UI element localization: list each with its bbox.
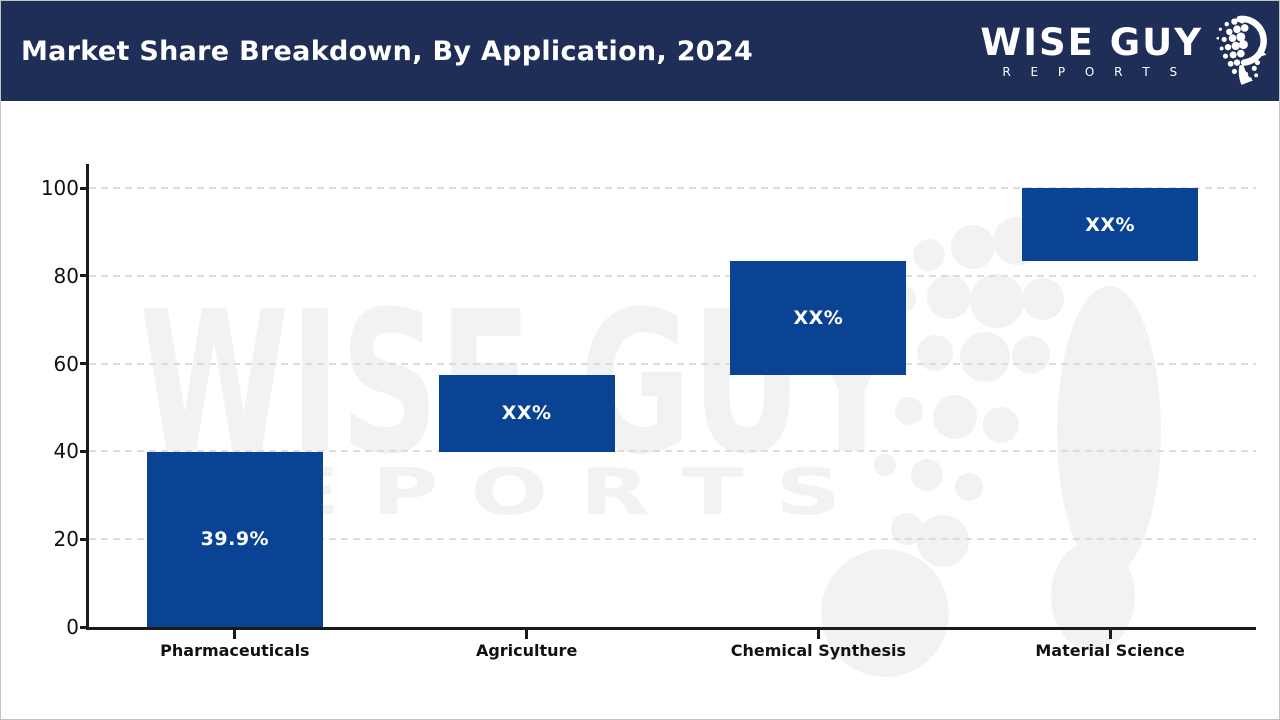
x-axis-label-1: Pharmaceuticals bbox=[160, 641, 310, 660]
y-axis-label-40: 40 bbox=[53, 439, 79, 464]
logo-head-icon bbox=[1216, 15, 1267, 85]
gridline-60 bbox=[89, 362, 1256, 365]
bar-value-label: XX% bbox=[501, 402, 552, 425]
axis-bottom bbox=[86, 627, 1256, 630]
x-axis-label-2: Agriculture bbox=[475, 641, 578, 660]
y-axis-label-0: 0 bbox=[66, 615, 79, 639]
logo-text: WISE GUY R E P O R T S bbox=[980, 21, 1203, 80]
brand-logo: WISE GUY R E P O R T S bbox=[980, 7, 1269, 95]
gridline-80 bbox=[89, 274, 1256, 277]
axis-left-spine bbox=[86, 164, 89, 630]
y-axis-tick-100 bbox=[80, 186, 89, 190]
bar-pharmaceuticals: 39.9% bbox=[146, 451, 323, 627]
x-axis-tick-3 bbox=[816, 630, 820, 639]
bar-chemical-synthesis: XX% bbox=[730, 261, 907, 375]
y-axis-tick-40 bbox=[80, 449, 89, 453]
y-axis-label-60: 60 bbox=[53, 351, 79, 376]
logo-brand-text: WISE GUY bbox=[980, 21, 1203, 64]
x-axis-tick-4 bbox=[1108, 630, 1112, 639]
chart-title: Market Share Breakdown, By Application, … bbox=[21, 35, 754, 67]
x-axis-tick-2 bbox=[525, 630, 529, 639]
y-axis-label-20: 20 bbox=[53, 527, 79, 552]
y-axis-tick-60 bbox=[80, 362, 89, 366]
y-axis-tick-80 bbox=[80, 274, 89, 278]
x-axis-label-4: Material Science bbox=[1035, 641, 1185, 660]
gridline-100 bbox=[89, 187, 1256, 189]
bar-material-science: XX% bbox=[1022, 188, 1199, 262]
x-axis-tick-1 bbox=[233, 630, 237, 639]
y-axis-tick-20 bbox=[80, 537, 89, 541]
gridline-20 bbox=[89, 538, 1256, 541]
header: Market Share Breakdown, By Application, … bbox=[1, 1, 1279, 101]
y-axis-label-80: 80 bbox=[53, 263, 79, 288]
bar-value-label: XX% bbox=[793, 306, 844, 329]
bar-value-label: 39.9% bbox=[200, 528, 270, 551]
gridline-40 bbox=[89, 450, 1256, 453]
x-axis-label-3: Chemical Synthesis bbox=[730, 641, 906, 660]
bar-value-label: XX% bbox=[1085, 213, 1136, 236]
logo-sub-text: R E P O R T S bbox=[1002, 65, 1186, 79]
y-axis-label-100: 100 bbox=[40, 176, 79, 200]
bar-agriculture: XX% bbox=[438, 374, 615, 452]
y-axis-tick-0 bbox=[80, 625, 89, 629]
